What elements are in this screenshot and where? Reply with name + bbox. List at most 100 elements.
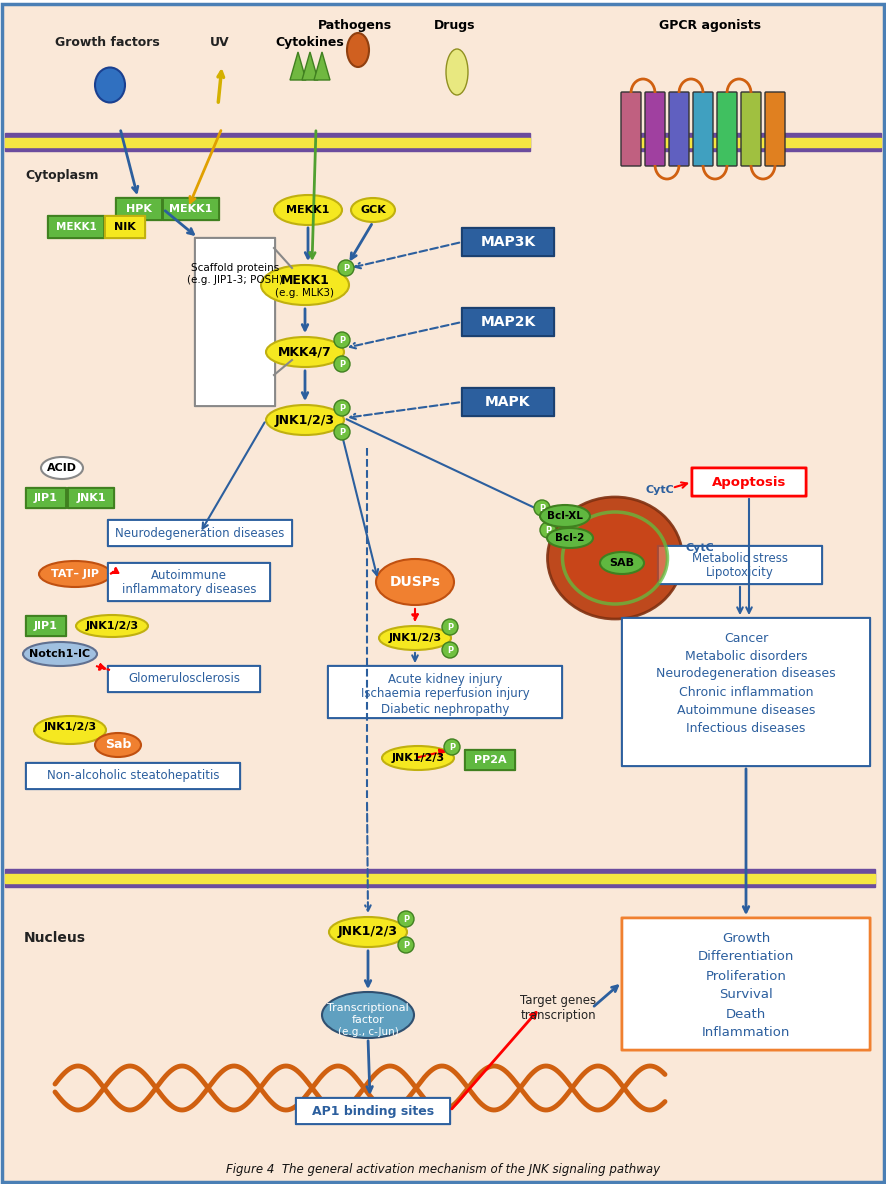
FancyBboxPatch shape: [68, 488, 114, 508]
Text: P: P: [447, 645, 453, 655]
FancyBboxPatch shape: [717, 92, 737, 166]
Text: HPK: HPK: [126, 204, 152, 214]
Text: ACID: ACID: [47, 463, 77, 472]
Text: PP2A: PP2A: [474, 755, 506, 765]
Circle shape: [338, 260, 354, 276]
Text: UV: UV: [210, 36, 229, 49]
Text: Autoimmune diseases: Autoimmune diseases: [677, 703, 815, 716]
Text: DUSPs: DUSPs: [390, 575, 440, 588]
FancyBboxPatch shape: [328, 665, 562, 719]
FancyBboxPatch shape: [645, 92, 665, 166]
Text: P: P: [403, 914, 409, 924]
Text: (e.g., c-Jun): (e.g., c-Jun): [338, 1027, 399, 1037]
FancyBboxPatch shape: [2, 4, 884, 1182]
FancyBboxPatch shape: [669, 92, 689, 166]
Polygon shape: [314, 52, 330, 81]
FancyBboxPatch shape: [465, 749, 515, 770]
Text: (e.g. JIP1-3; POSH): (e.g. JIP1-3; POSH): [187, 275, 283, 285]
FancyBboxPatch shape: [462, 227, 554, 256]
Bar: [5, 874, 875, 882]
Ellipse shape: [548, 497, 682, 619]
FancyBboxPatch shape: [462, 388, 554, 416]
Ellipse shape: [261, 265, 349, 305]
Text: Infectious diseases: Infectious diseases: [687, 721, 805, 734]
Text: JNK1/2/3: JNK1/2/3: [275, 413, 335, 426]
Text: Bcl-2: Bcl-2: [556, 533, 585, 543]
Ellipse shape: [446, 49, 468, 95]
FancyBboxPatch shape: [163, 198, 219, 220]
Ellipse shape: [379, 626, 451, 650]
Text: Figure 4  The general activation mechanism of the JNK signaling pathway: Figure 4 The general activation mechanis…: [226, 1163, 660, 1176]
Text: Metabolic stress: Metabolic stress: [692, 552, 788, 565]
Ellipse shape: [540, 506, 590, 527]
FancyBboxPatch shape: [765, 92, 785, 166]
Ellipse shape: [351, 198, 395, 223]
Circle shape: [334, 356, 350, 372]
Text: MEKK1: MEKK1: [281, 274, 330, 287]
FancyBboxPatch shape: [462, 308, 554, 336]
Text: GPCR agonists: GPCR agonists: [659, 19, 761, 32]
Text: Autoimmune: Autoimmune: [151, 568, 227, 581]
Text: Metabolic disorders: Metabolic disorders: [685, 650, 807, 663]
Circle shape: [334, 400, 350, 416]
Circle shape: [334, 332, 350, 348]
Ellipse shape: [329, 916, 407, 947]
Text: Survival: Survival: [719, 989, 773, 1002]
Ellipse shape: [600, 552, 644, 574]
Text: SAB: SAB: [610, 558, 634, 568]
Ellipse shape: [382, 746, 454, 770]
Ellipse shape: [95, 67, 125, 103]
Bar: [640, 137, 881, 147]
Text: P: P: [339, 404, 345, 412]
Text: Growth factors: Growth factors: [55, 36, 159, 49]
FancyBboxPatch shape: [108, 562, 270, 601]
Circle shape: [534, 500, 550, 516]
Text: MAPK: MAPK: [486, 395, 531, 408]
Text: MEKK1: MEKK1: [56, 223, 97, 232]
Text: GCK: GCK: [360, 205, 386, 215]
FancyBboxPatch shape: [116, 198, 162, 220]
Ellipse shape: [376, 559, 454, 605]
Text: MAP2K: MAP2K: [480, 315, 536, 329]
Text: Lipotoxicity: Lipotoxicity: [706, 566, 774, 579]
Ellipse shape: [266, 337, 344, 367]
FancyBboxPatch shape: [692, 468, 806, 496]
Ellipse shape: [266, 405, 344, 435]
Text: NIK: NIK: [114, 223, 136, 232]
Circle shape: [540, 522, 556, 538]
Text: JNK1/2/3: JNK1/2/3: [388, 633, 441, 643]
Text: JIP1: JIP1: [34, 493, 58, 503]
Circle shape: [444, 739, 460, 755]
FancyBboxPatch shape: [621, 92, 641, 166]
Text: Non-alcoholic steatohepatitis: Non-alcoholic steatohepatitis: [47, 770, 219, 783]
Circle shape: [442, 642, 458, 658]
FancyBboxPatch shape: [26, 488, 66, 508]
Text: P: P: [447, 623, 453, 631]
Bar: [5, 869, 875, 887]
Text: Target genes
transcription: Target genes transcription: [520, 995, 596, 1022]
Ellipse shape: [274, 195, 342, 225]
Text: AP1 binding sites: AP1 binding sites: [312, 1105, 434, 1118]
Text: Cytoplasm: Cytoplasm: [25, 168, 98, 181]
Text: MAP3K: MAP3K: [480, 234, 535, 249]
Text: factor: factor: [352, 1015, 385, 1025]
Text: P: P: [343, 264, 349, 272]
Ellipse shape: [23, 642, 97, 665]
Text: Nucleus: Nucleus: [24, 931, 86, 945]
Text: Ischaemia reperfusion injury: Ischaemia reperfusion injury: [361, 688, 529, 701]
Text: Transcriptional: Transcriptional: [327, 1003, 408, 1014]
Text: TAT– JIP: TAT– JIP: [51, 570, 99, 579]
Text: JNK1/2/3: JNK1/2/3: [43, 722, 97, 732]
FancyBboxPatch shape: [693, 92, 713, 166]
Text: Drugs: Drugs: [434, 19, 476, 32]
Text: Scaffold proteins: Scaffold proteins: [190, 263, 279, 274]
Text: Sab: Sab: [105, 739, 131, 752]
FancyBboxPatch shape: [296, 1098, 450, 1124]
Text: P: P: [449, 742, 455, 752]
Text: P: P: [339, 360, 345, 368]
Ellipse shape: [322, 992, 414, 1038]
Ellipse shape: [347, 33, 369, 67]
Text: P: P: [339, 335, 345, 345]
Text: P: P: [545, 526, 551, 534]
FancyBboxPatch shape: [622, 618, 870, 766]
